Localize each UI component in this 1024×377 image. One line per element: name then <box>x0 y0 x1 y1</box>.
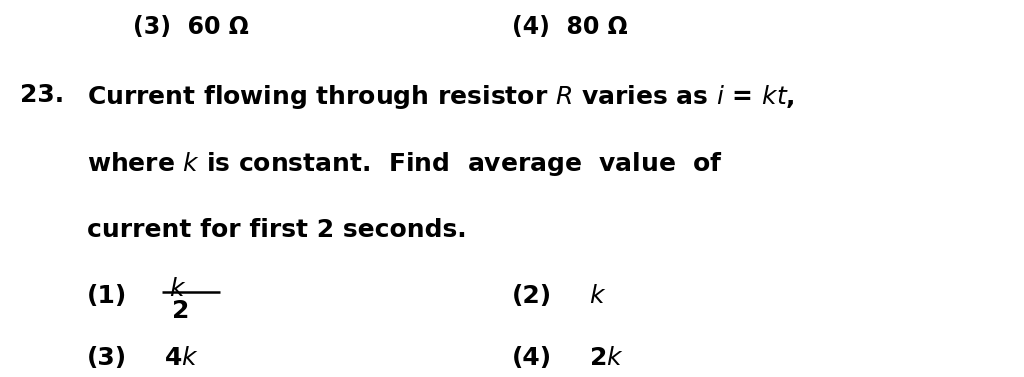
Text: 2$\it{k}$: 2$\it{k}$ <box>589 346 624 370</box>
Text: (4)  80 Ω: (4) 80 Ω <box>512 15 628 39</box>
Text: (3)  60 Ω: (3) 60 Ω <box>133 15 249 39</box>
Text: Current flowing through resistor $\it{R}$ varies as $\it{i}$ = $\it{kt}$,: Current flowing through resistor $\it{R}… <box>87 83 795 111</box>
Text: (2): (2) <box>512 284 552 308</box>
Text: 4$\it{k}$: 4$\it{k}$ <box>164 346 199 370</box>
Text: $\it{k}$: $\it{k}$ <box>169 276 186 300</box>
Text: (1): (1) <box>87 284 127 308</box>
Text: (3): (3) <box>87 346 127 370</box>
Text: where $\it{k}$ is constant.  Find  average  value  of: where $\it{k}$ is constant. Find average… <box>87 150 723 178</box>
Text: (4): (4) <box>512 346 552 370</box>
Text: 2: 2 <box>172 299 189 323</box>
Text: 23.: 23. <box>20 83 65 107</box>
Text: $\it{k}$: $\it{k}$ <box>589 284 606 308</box>
Text: current for first 2 seconds.: current for first 2 seconds. <box>87 218 467 242</box>
